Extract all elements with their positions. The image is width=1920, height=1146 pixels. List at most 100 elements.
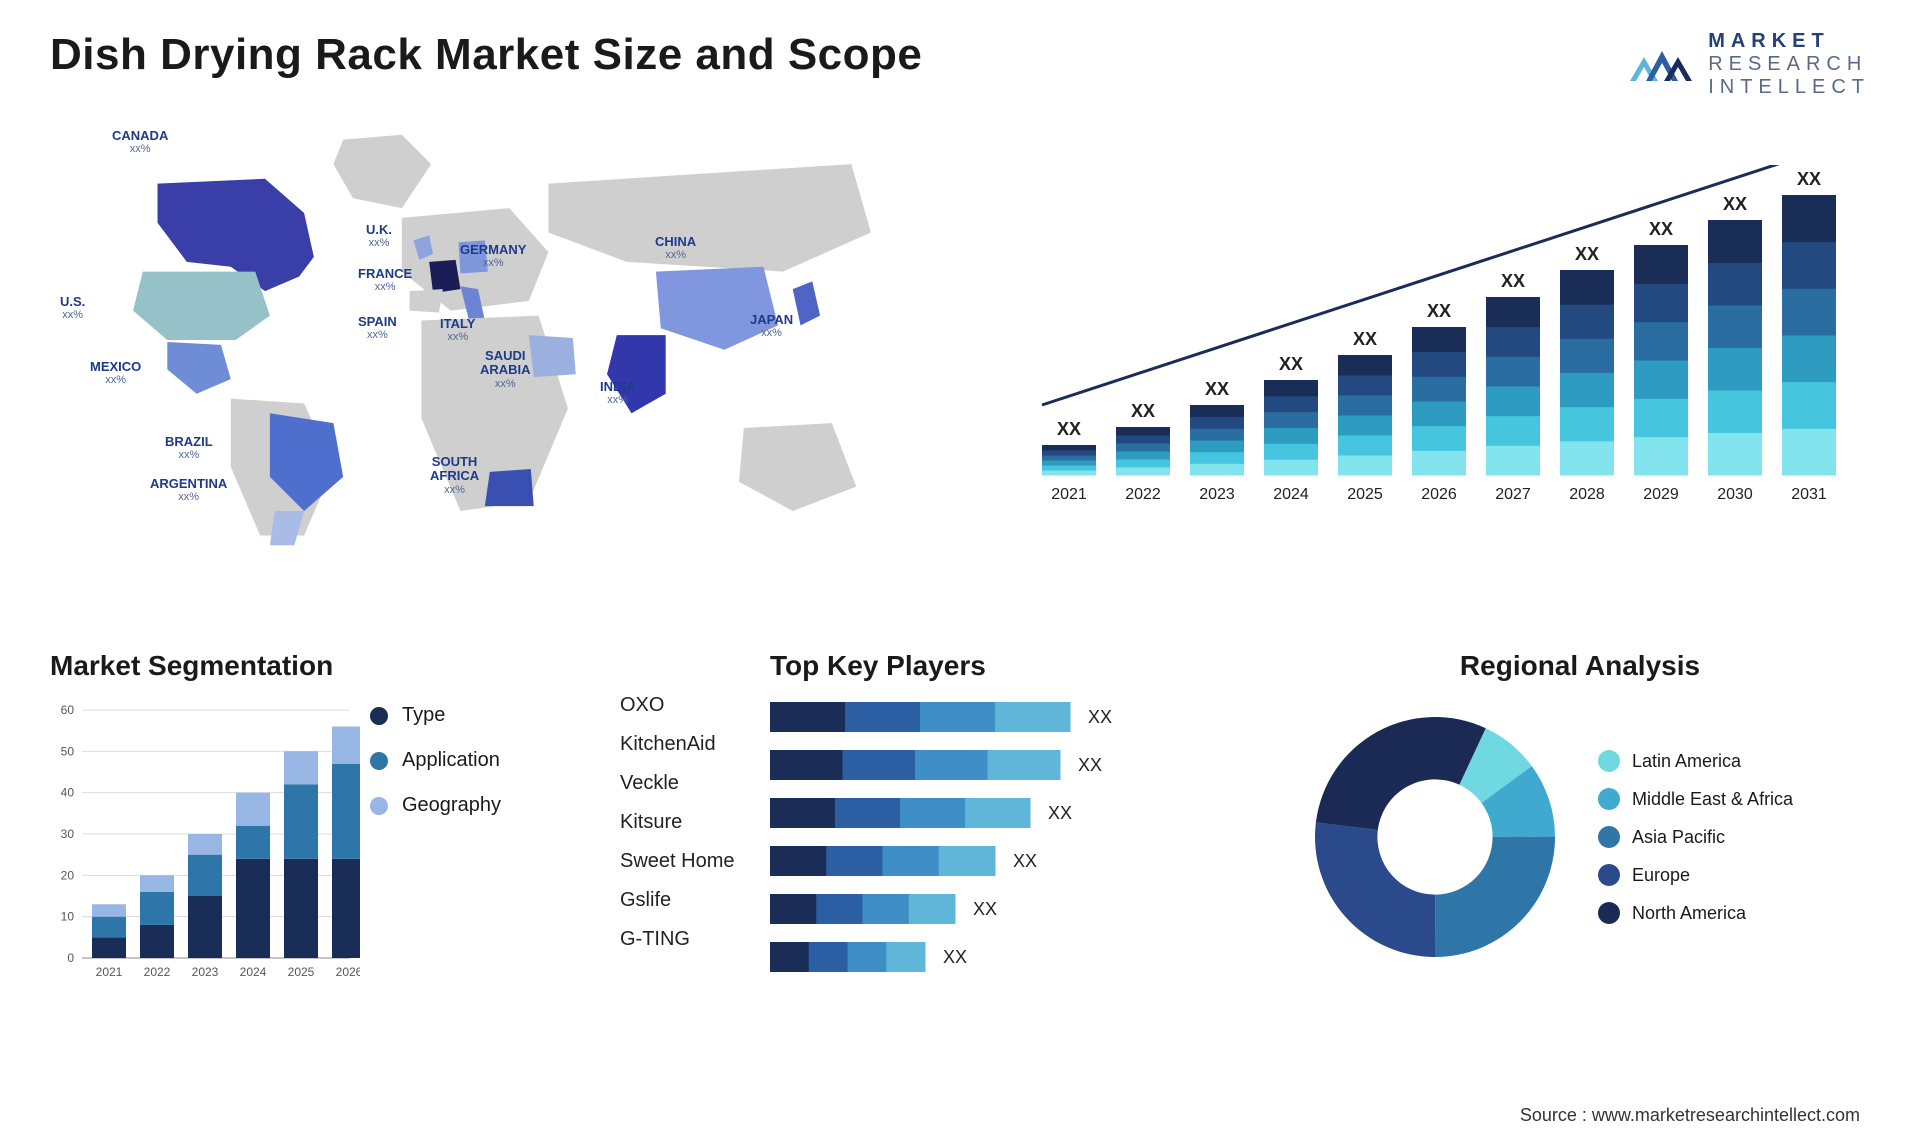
seg-bar-seg [236, 859, 270, 958]
forecast-bar-seg [1042, 470, 1096, 476]
map-label-brazil: BRAZILxx% [165, 435, 213, 461]
forecast-bar-seg [1560, 441, 1614, 476]
seg-ytick: 30 [61, 827, 75, 841]
seg-ytick: 50 [61, 744, 75, 758]
key-players-section: Top Key Players OXOKitchenAidVeckleKitsu… [770, 650, 1310, 1007]
forecast-bar-seg [1042, 445, 1096, 451]
kp-value-label: XX [1048, 803, 1072, 823]
kp-bar-seg [863, 894, 910, 924]
donut-slice [1435, 837, 1555, 957]
forecast-bar-seg [1116, 451, 1170, 460]
forecast-year-label: 2031 [1791, 486, 1827, 503]
kp-value-label: XX [1013, 851, 1037, 871]
forecast-bar-seg [1338, 395, 1392, 416]
brand-logo: MARKET RESEARCH INTELLECT [1626, 30, 1870, 99]
forecast-bar-seg [1190, 417, 1244, 429]
segmentation-title: Market Segmentation [50, 650, 610, 682]
forecast-value-label: XX [1131, 401, 1155, 421]
forecast-bar-seg [1634, 283, 1688, 322]
seg-bar-seg [284, 751, 318, 784]
forecast-value-label: XX [1575, 244, 1599, 264]
regional-legend-item: Europe [1598, 864, 1793, 886]
map-label-france: FRANCExx% [358, 267, 412, 293]
map-region-saudi [529, 335, 576, 377]
kp-bar-seg [965, 798, 1031, 828]
forecast-bar-seg [1264, 459, 1318, 475]
seg-xlabel: 2021 [96, 965, 123, 979]
forecast-bar-seg [1634, 322, 1688, 361]
key-player-name: Sweet Home [620, 850, 770, 873]
forecast-bar-seg [1412, 376, 1466, 401]
key-players-name-list: OXOKitchenAidVeckleKitsureSweet HomeGsli… [620, 694, 770, 951]
map-label-mexico: MEXICOxx% [90, 360, 141, 386]
segmentation-section: Market Segmentation 01020304050602021202… [50, 650, 610, 995]
forecast-value-label: XX [1797, 169, 1821, 189]
regional-legend-item: Latin America [1598, 750, 1793, 772]
forecast-value-label: XX [1501, 271, 1525, 291]
regional-title: Regional Analysis [1300, 650, 1860, 682]
regional-donut-svg [1300, 702, 1570, 972]
legend-label: North America [1632, 903, 1746, 924]
kp-bar-seg [900, 798, 966, 828]
forecast-bar-seg [1708, 348, 1762, 391]
seg-ytick: 0 [67, 951, 74, 965]
seg-ytick: 20 [61, 868, 75, 882]
seg-legend-item: Application [370, 749, 501, 772]
key-player-name: Veckle [620, 772, 770, 795]
logo-line-2: RESEARCH [1708, 53, 1870, 76]
forecast-year-label: 2026 [1421, 486, 1457, 503]
forecast-bar-seg [1116, 467, 1170, 476]
map-label-india: INDIAxx% [600, 380, 635, 406]
kp-bar-seg [883, 846, 940, 876]
forecast-bar-seg [1560, 407, 1614, 442]
map-region-france [429, 260, 460, 293]
donut-slice [1315, 822, 1435, 957]
forecast-value-label: XX [1649, 219, 1673, 239]
legend-label: Type [402, 704, 445, 727]
seg-ytick: 60 [61, 703, 75, 717]
page-title: Dish Drying Rack Market Size and Scope [50, 30, 922, 80]
map-label-spain: SPAINxx% [358, 315, 397, 341]
map-region-greenland [333, 135, 431, 208]
regional-legend-item: Asia Pacific [1598, 826, 1793, 848]
forecast-bar-seg [1782, 195, 1836, 242]
segmentation-legend: TypeApplicationGeography [370, 704, 501, 817]
kp-bar-seg [848, 942, 887, 972]
forecast-chart: XX2021XX2022XX2023XX2024XX2025XX2026XX20… [1030, 165, 1860, 525]
logo-text: MARKET RESEARCH INTELLECT [1708, 30, 1870, 99]
map-region-arg [270, 511, 304, 545]
forecast-bar-seg [1708, 220, 1762, 263]
seg-xlabel: 2026 [336, 965, 360, 979]
forecast-bar-seg [1264, 428, 1318, 444]
source-attribution: Source : www.marketresearchintellect.com [1520, 1105, 1860, 1126]
forecast-bar-seg [1634, 437, 1688, 476]
forecast-bar-seg [1190, 440, 1244, 452]
forecast-bar-seg [1708, 433, 1762, 476]
forecast-chart-svg: XX2021XX2022XX2023XX2024XX2025XX2026XX20… [1030, 165, 1860, 525]
key-player-name: OXO [620, 694, 770, 717]
forecast-bar-seg [1782, 242, 1836, 289]
seg-bar-seg [284, 784, 318, 858]
seg-bar-seg [140, 875, 174, 892]
seg-ytick: 40 [61, 786, 75, 800]
donut-slice [1316, 717, 1486, 830]
forecast-bar-seg [1116, 443, 1170, 452]
kp-bar-seg [809, 942, 848, 972]
key-players-title: Top Key Players [770, 650, 1310, 682]
forecast-bar-seg [1782, 382, 1836, 429]
forecast-bar-seg [1264, 412, 1318, 428]
map-region-safr [485, 469, 534, 506]
forecast-bar-seg [1486, 297, 1540, 327]
map-label-germany: GERMANYxx% [460, 243, 526, 269]
seg-bar-seg [236, 826, 270, 859]
map-label-argentina: ARGENTINAxx% [150, 477, 227, 503]
kp-bar-seg [770, 750, 843, 780]
key-player-name: KitchenAid [620, 733, 770, 756]
map-label-saudi-arabia: SAUDIARABIAxx% [480, 349, 531, 390]
kp-bar-seg [816, 894, 863, 924]
forecast-value-label: XX [1279, 354, 1303, 374]
seg-bar-seg [284, 859, 318, 958]
forecast-value-label: XX [1057, 419, 1081, 439]
key-players-chart-svg: XXXXXXXXXXXX [770, 702, 1190, 1002]
kp-bar-seg [843, 750, 916, 780]
